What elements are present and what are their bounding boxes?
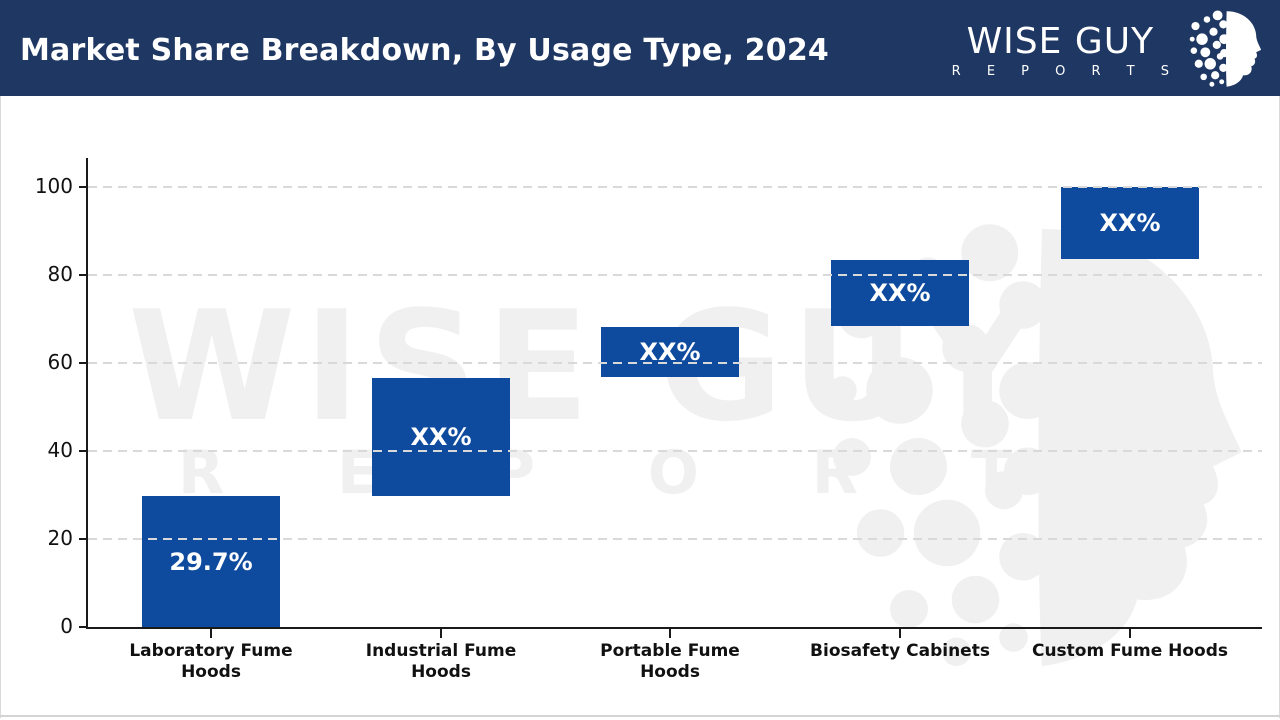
- x-category-label-4: Biosafety Cabinets: [810, 641, 990, 661]
- y-tick-0: [79, 626, 88, 628]
- x-category-label-3: Portable Fume Hoods: [600, 641, 740, 682]
- bar-value-label-5: XX%: [1099, 209, 1161, 238]
- y-tick-label-100: 100: [34, 174, 73, 198]
- y-tick-label-80: 80: [47, 262, 73, 286]
- bar-segment-3: [601, 326, 739, 378]
- chart-title: Market Share Breakdown, By Usage Type, 2…: [20, 33, 829, 68]
- y-tick-60: [79, 362, 88, 364]
- y-tick-label-20: 20: [47, 526, 73, 550]
- bar-segment-2: [372, 377, 510, 497]
- gridline-80: [88, 274, 1262, 276]
- x-tick-2: [440, 629, 442, 638]
- bar-value-label-2: XX%: [410, 423, 472, 452]
- gridline-60: [88, 362, 1262, 364]
- bar-segment-1: [142, 496, 280, 627]
- x-category-label-2: Industrial Fume Hoods: [365, 641, 517, 682]
- y-tick-label-0: 0: [60, 614, 73, 638]
- y-axis-line: [86, 158, 88, 629]
- brand-logo: WISE GUY R E P O R T S: [952, 4, 1268, 92]
- y-tick-40: [79, 450, 88, 452]
- x-category-label-1: Laboratory Fume Hoods: [129, 641, 293, 682]
- x-tick-5: [1129, 629, 1131, 638]
- bar-value-label-1: 29.7%: [169, 547, 253, 576]
- canvas-border-left: [0, 96, 1, 718]
- x-category-label-5: Custom Fume Hoods: [1031, 641, 1229, 661]
- x-tick-3: [669, 629, 671, 638]
- brand-logo-head-icon: [1189, 10, 1262, 87]
- gridline-20: [88, 538, 1262, 540]
- gridline-40: [88, 450, 1262, 452]
- y-tick-label-40: 40: [47, 438, 73, 462]
- canvas-border-bottom: [0, 715, 1280, 717]
- bar-value-label-4: XX%: [869, 279, 931, 308]
- x-tick-1: [210, 629, 212, 638]
- y-tick-20: [79, 538, 88, 540]
- header-bar: Market Share Breakdown, By Usage Type, 2…: [0, 0, 1280, 96]
- x-tick-4: [899, 629, 901, 638]
- y-tick-100: [79, 186, 88, 188]
- x-axis-line: [86, 627, 1262, 629]
- brand-logo-secondary-text: R E P O R T S: [951, 64, 1180, 79]
- brand-logo-primary-text: WISE GUY: [966, 21, 1155, 62]
- gridline-100: [88, 186, 1262, 188]
- y-tick-80: [79, 274, 88, 276]
- y-tick-label-60: 60: [47, 350, 73, 374]
- bar-value-label-3: XX%: [639, 338, 701, 366]
